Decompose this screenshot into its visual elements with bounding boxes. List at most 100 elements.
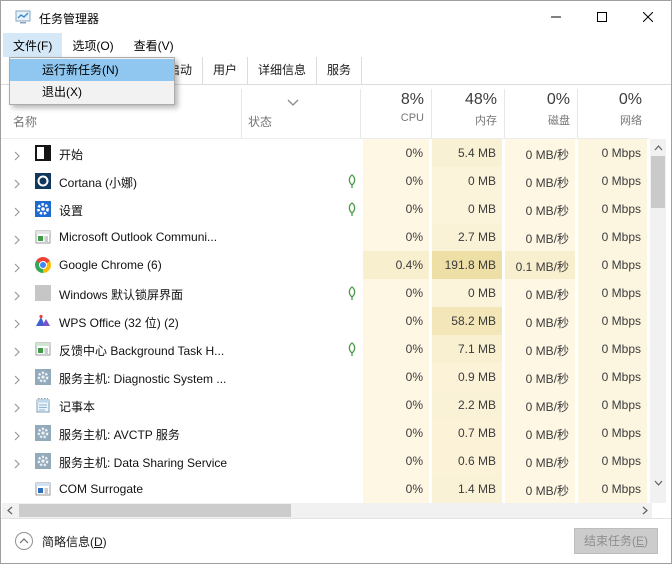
vertical-scrollbar-thumb[interactable]	[651, 156, 665, 208]
process-row[interactable]: COM Surrogate 0% 1.4 MB 0 MB/秒 0 Mbps	[1, 475, 650, 503]
process-row[interactable]: 服务主机: Diagnostic System ... 0% 0.9 MB 0 MB/…	[1, 363, 650, 391]
process-name: 设置	[59, 204, 84, 218]
cpu-cell: 0%	[363, 335, 429, 363]
expand-chevron-icon[interactable]	[14, 344, 20, 362]
details-toggle[interactable]: 简略信息(D)	[15, 532, 107, 550]
menu-file[interactable]: 文件(F)	[3, 33, 63, 57]
process-name: COM Surrogate	[59, 482, 144, 496]
expand-chevron-icon[interactable]	[14, 232, 20, 250]
expand-chevron-icon[interactable]	[14, 260, 20, 278]
process-row[interactable]: Microsoft Outlook Communi... 0% 2.7 MB 0 MB…	[1, 223, 650, 251]
scroll-up-icon[interactable]	[650, 139, 666, 156]
process-name: Cortana (小娜)	[59, 176, 138, 190]
network-cell: 0 Mbps	[578, 195, 647, 223]
column-header-memory[interactable]: 48% 内存	[432, 91, 502, 137]
gear-icon	[35, 369, 51, 385]
process-row[interactable]: Cortana (小娜) 0% 0 MB 0 MB/秒 0 Mbps	[1, 167, 650, 195]
expand-chevron-icon[interactable]	[14, 148, 20, 166]
memory-cell: 2.7 MB	[432, 223, 502, 251]
process-row[interactable]: 设置 0% 0 MB 0 MB/秒 0 Mbps	[1, 195, 650, 223]
menu-item-run-new-task[interactable]: 运行新任务(N)	[10, 59, 174, 81]
cpu-cell: 0%	[363, 279, 429, 307]
disk-cell: 0 MB/秒	[505, 279, 575, 307]
memory-cell: 0.6 MB	[432, 447, 502, 475]
column-header-disk[interactable]: 0% 磁盘	[505, 91, 575, 137]
expand-chevron-icon[interactable]	[14, 428, 20, 446]
start-icon	[35, 145, 51, 161]
process-row[interactable]: 反馈中心 Background Task H... 0% 7.1 MB 0 MB/秒 0…	[1, 335, 650, 363]
chevron-up-circle-icon	[15, 532, 33, 550]
process-name: 记事本	[59, 400, 96, 414]
expand-chevron-icon[interactable]	[14, 176, 20, 194]
window-title: 任务管理器	[39, 12, 100, 26]
expand-chevron-icon[interactable]	[14, 204, 20, 222]
expand-chevron-icon[interactable]	[14, 288, 20, 306]
tab-services[interactable]: 服务	[317, 57, 363, 84]
memory-total-percent: 48%	[464, 91, 497, 108]
network-cell: 0 Mbps	[578, 167, 647, 195]
disk-cell: 0 MB/秒	[505, 167, 575, 195]
close-button[interactable]	[625, 1, 671, 33]
network-cell: 0 Mbps	[578, 475, 647, 503]
process-row[interactable]: 服务主机: AVCTP 服务 0% 0.7 MB 0 MB/秒 0 Mbps	[1, 419, 650, 447]
suspended-leaf-icon	[346, 202, 358, 222]
column-header-status[interactable]: 状态	[248, 115, 273, 129]
cpu-cell: 0%	[363, 475, 429, 503]
process-row[interactable]: 记事本 0% 2.2 MB 0 MB/秒 0 Mbps	[1, 391, 650, 419]
process-row[interactable]: 服务主机: Data Sharing Service 0% 0.6 MB 0 MB/秒…	[1, 447, 650, 475]
disk-total-percent: 0%	[546, 91, 570, 108]
network-cell: 0 Mbps	[578, 251, 647, 279]
horizontal-scrollbar-thumb[interactable]	[19, 504, 291, 517]
disk-cell: 0 MB/秒	[505, 139, 575, 167]
menu-options[interactable]: 选项(O)	[72, 38, 114, 53]
file-menu-dropdown: 运行新任务(N) 退出(X)	[9, 57, 175, 105]
suspended-leaf-icon	[346, 286, 358, 306]
menu-bar: 文件(F) 选项(O) 查看(V)	[1, 33, 671, 57]
scroll-left-icon[interactable]	[2, 503, 17, 518]
column-header-network[interactable]: 0% 网络	[578, 91, 647, 137]
vertical-scrollbar[interactable]	[650, 139, 666, 503]
disk-cell: 0 MB/秒	[505, 223, 575, 251]
menu-item-exit[interactable]: 退出(X)	[42, 85, 82, 99]
minimize-button[interactable]	[533, 1, 579, 33]
expand-chevron-icon[interactable]	[14, 316, 20, 334]
scroll-right-icon[interactable]	[637, 503, 652, 518]
tab-users[interactable]: 用户	[203, 57, 249, 84]
process-row[interactable]: WPS Office (32 位) (2) 0% 58.2 MB 0 MB/秒 0 Mb…	[1, 307, 650, 335]
process-row[interactable]: Google Chrome (6) 0.4% 191.8 MB 0.1 MB/秒 0 M…	[1, 251, 650, 279]
memory-cell: 7.1 MB	[432, 335, 502, 363]
settings-icon	[35, 201, 51, 217]
chevron-down-icon[interactable]	[287, 93, 299, 111]
disk-cell: 0.1 MB/秒	[505, 251, 575, 279]
suspended-leaf-icon	[346, 342, 358, 362]
title-bar: 任务管理器	[1, 1, 671, 33]
cpu-total-percent: 8%	[400, 91, 424, 108]
disk-cell: 0 MB/秒	[505, 363, 575, 391]
maximize-button[interactable]	[579, 1, 625, 33]
horizontal-scrollbar[interactable]	[2, 503, 652, 518]
process-row[interactable]: Windows 默认锁屏界面 0% 0 MB 0 MB/秒 0 Mbps	[1, 279, 650, 307]
scroll-down-icon[interactable]	[650, 474, 666, 491]
end-task-button[interactable]: 结束任务(E)	[574, 528, 658, 554]
cpu-cell: 0%	[363, 223, 429, 251]
gear-icon	[35, 425, 51, 441]
network-cell: 0 Mbps	[578, 223, 647, 251]
menu-view[interactable]: 查看(V)	[133, 38, 174, 53]
network-total-percent: 0%	[618, 91, 642, 108]
tab-details[interactable]: 详细信息	[248, 57, 318, 84]
expand-chevron-icon[interactable]	[14, 400, 20, 418]
details-toggle-label: 简略信息(D)	[42, 534, 107, 549]
cpu-cell: 0%	[363, 447, 429, 475]
process-row[interactable]: 开始 0% 5.4 MB 0 MB/秒 0 Mbps	[1, 139, 650, 167]
network-cell: 0 Mbps	[578, 419, 647, 447]
process-name: 服务主机: Data Sharing Service	[59, 456, 228, 470]
disk-cell: 0 MB/秒	[505, 195, 575, 223]
column-header-cpu[interactable]: 8% CPU	[361, 91, 429, 137]
disk-cell: 0 MB/秒	[505, 475, 575, 503]
process-name: 反馈中心 Background Task H...	[59, 344, 225, 358]
expand-chevron-icon[interactable]	[14, 372, 20, 390]
network-cell: 0 Mbps	[578, 307, 647, 335]
column-header-name[interactable]: 名称	[13, 115, 38, 129]
expand-chevron-icon[interactable]	[14, 456, 20, 474]
disk-cell: 0 MB/秒	[505, 335, 575, 363]
